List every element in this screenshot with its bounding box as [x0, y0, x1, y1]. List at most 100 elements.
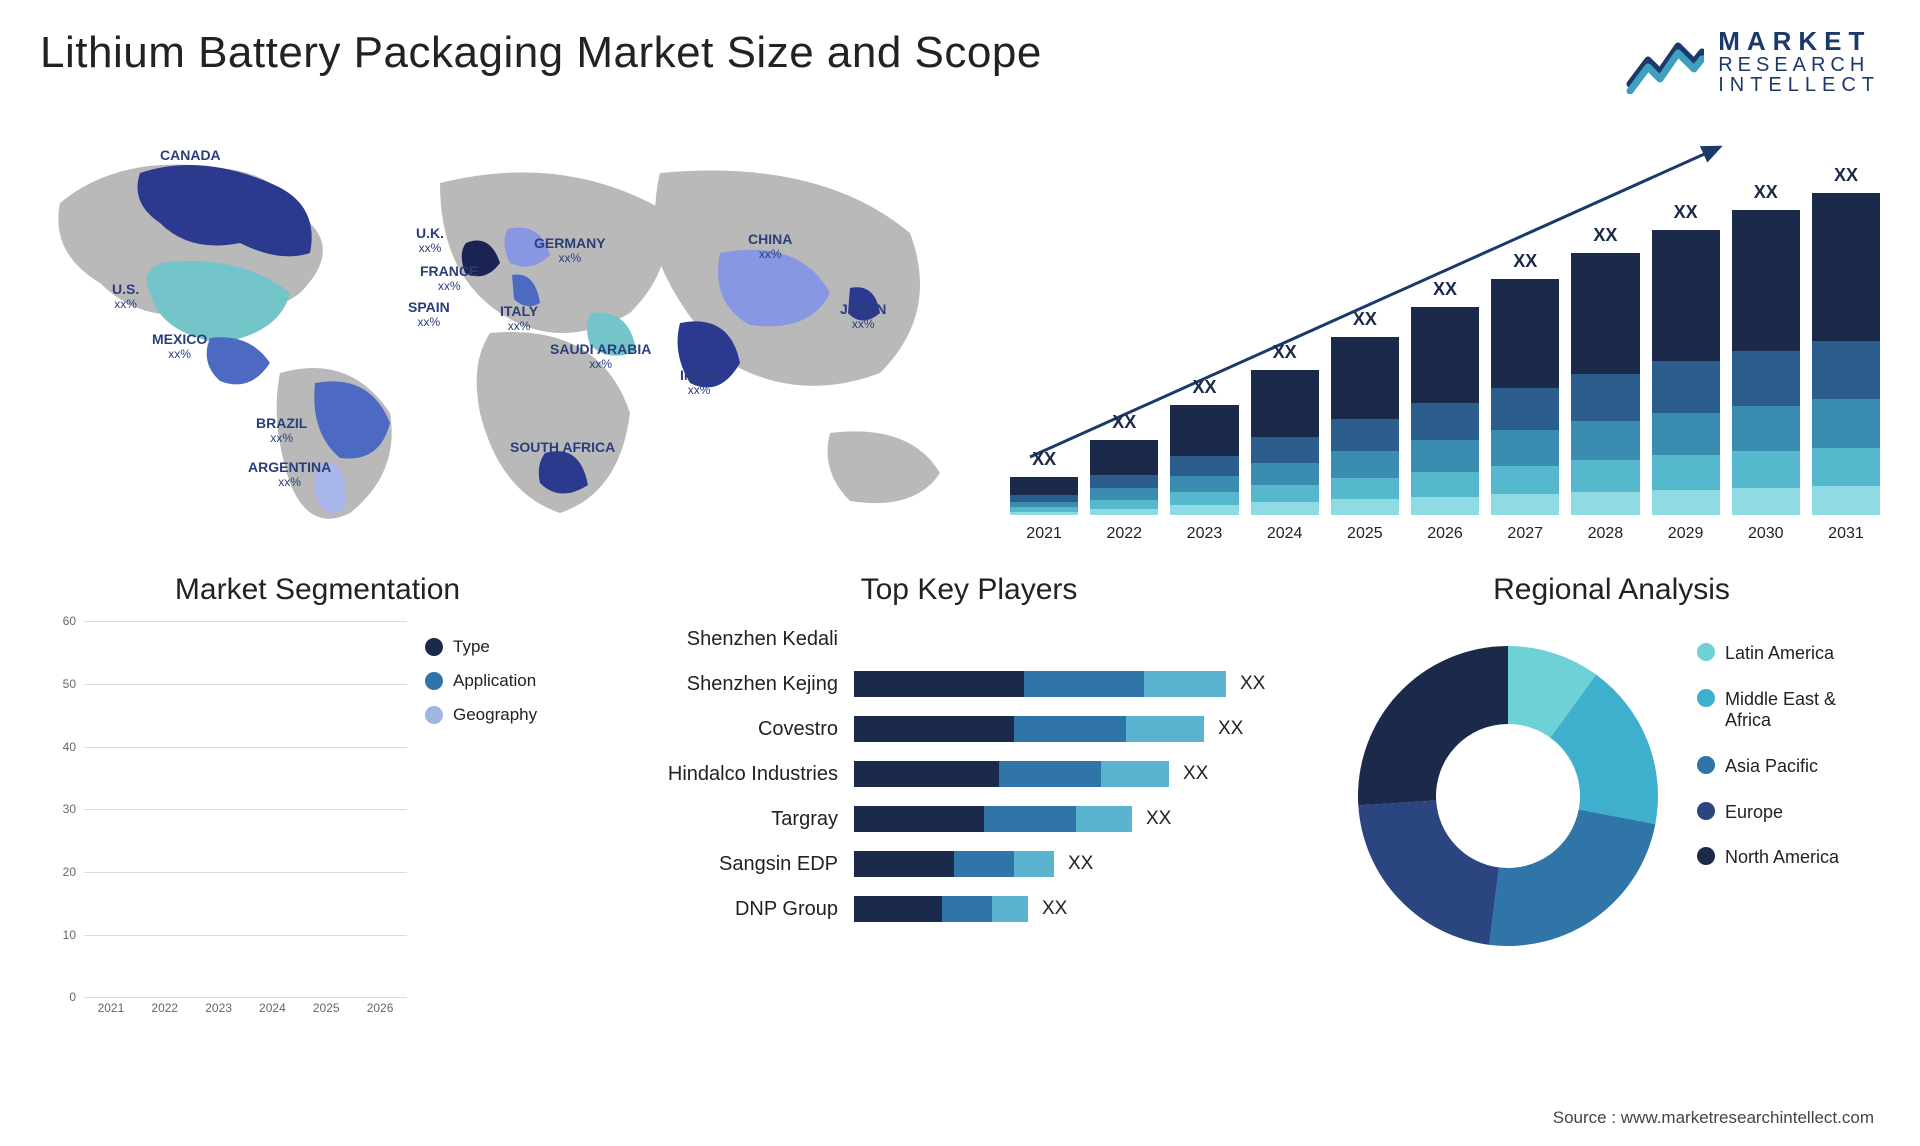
page-title: Lithium Battery Packaging Market Size an… — [40, 28, 1042, 78]
brand-line-1: MARKET — [1718, 28, 1880, 55]
logo-mark-icon — [1626, 30, 1704, 94]
legend-item: Middle East & Africa — [1697, 689, 1880, 732]
world-map-panel: CANADAxx%U.S.xx%MEXICOxx%BRAZILxx%ARGENT… — [40, 113, 970, 543]
player-name: Sangsin EDP — [629, 853, 854, 876]
player-bar — [854, 851, 1054, 877]
x-tick: 2021 — [84, 1001, 138, 1023]
x-tick: 2023 — [192, 1001, 246, 1023]
segmentation-panel: Market Segmentation 0102030405060 202120… — [40, 573, 595, 1023]
x-tick: 2027 — [1491, 525, 1559, 543]
player-bar — [854, 761, 1169, 787]
x-tick: 2029 — [1652, 525, 1720, 543]
donut-segment — [1358, 646, 1508, 805]
donut-segment — [1489, 810, 1655, 947]
map-label: GERMANYxx% — [534, 235, 606, 265]
market-size-bar: XX — [1812, 193, 1880, 515]
legend-item: Asia Pacific — [1697, 756, 1880, 778]
x-tick: 2024 — [1251, 525, 1319, 543]
regional-donut-chart — [1343, 631, 1673, 961]
x-tick: 2025 — [1331, 525, 1399, 543]
player-value: XX — [1240, 673, 1265, 695]
map-label: ITALYxx% — [500, 303, 538, 333]
bar-value-label: XX — [1812, 165, 1880, 186]
x-tick: 2024 — [245, 1001, 299, 1023]
market-size-bar: XX — [1251, 370, 1319, 515]
legend-item: Latin America — [1697, 643, 1880, 665]
x-tick: 2026 — [353, 1001, 407, 1023]
player-value: XX — [1218, 718, 1243, 740]
map-label: CHINAxx% — [748, 231, 792, 261]
brand-logo: MARKET RESEARCH INTELLECT — [1626, 28, 1880, 95]
map-label: CANADAxx% — [160, 147, 221, 177]
y-tick: 10 — [63, 928, 76, 942]
bar-value-label: XX — [1251, 342, 1319, 363]
regional-panel: Regional Analysis Latin America Middle Ea… — [1343, 573, 1880, 1023]
legend-item: North America — [1697, 847, 1880, 869]
market-size-bar: XX — [1732, 210, 1800, 515]
player-row: DNP Group XX — [629, 891, 1309, 927]
segmentation-legend: TypeApplicationGeography — [425, 621, 595, 1023]
player-name: Shenzhen Kedali — [629, 628, 854, 651]
bar-value-label: XX — [1732, 182, 1800, 203]
player-bar — [854, 671, 1226, 697]
source-attribution: Source : www.marketresearchintellect.com — [1553, 1108, 1874, 1128]
player-name: Hindalco Industries — [629, 763, 854, 786]
donut-segment — [1358, 801, 1499, 945]
map-label: MEXICOxx% — [152, 331, 207, 361]
bar-value-label: XX — [1010, 449, 1078, 470]
player-bar — [854, 896, 1028, 922]
map-label: SPAINxx% — [408, 299, 450, 329]
bar-value-label: XX — [1170, 377, 1238, 398]
x-tick: 2023 — [1170, 525, 1238, 543]
player-value: XX — [1183, 763, 1208, 785]
player-value: XX — [1068, 853, 1093, 875]
player-row: CovestroXX — [629, 711, 1309, 747]
player-row: Shenzhen Kedali — [629, 621, 1309, 657]
player-row: Sangsin EDP XX — [629, 846, 1309, 882]
market-size-bar: XX — [1411, 307, 1479, 515]
bar-value-label: XX — [1331, 309, 1399, 330]
legend-item: Europe — [1697, 802, 1880, 824]
map-label: ARGENTINAxx% — [248, 459, 331, 489]
x-tick: 2028 — [1571, 525, 1639, 543]
map-label: SOUTH AFRICAxx% — [510, 439, 615, 469]
market-size-bar: XX — [1170, 405, 1238, 515]
player-row: Shenzhen Kejing XX — [629, 666, 1309, 702]
regional-legend: Latin America Middle East & Africa Asia Pa… — [1697, 621, 1880, 893]
y-tick: 20 — [63, 865, 76, 879]
market-size-bar: XX — [1571, 253, 1639, 515]
player-row: TargrayXX — [629, 801, 1309, 837]
map-label: INDIAxx% — [680, 367, 718, 397]
map-label: SAUDI ARABIAxx% — [550, 341, 651, 371]
market-size-panel: XXXXXXXXXXXXXXXXXXXXXX 20212022202320242… — [1010, 113, 1880, 543]
map-label: JAPANxx% — [840, 301, 886, 331]
y-tick: 0 — [69, 990, 76, 1004]
market-size-bar: XX — [1652, 230, 1720, 515]
player-bar — [854, 806, 1132, 832]
market-size-bar: XX — [1491, 279, 1559, 515]
region-mexico — [207, 338, 270, 385]
bar-value-label: XX — [1090, 412, 1158, 433]
x-tick: 2021 — [1010, 525, 1078, 543]
map-label: U.S.xx% — [112, 281, 139, 311]
market-size-bar: XX — [1090, 440, 1158, 515]
market-size-bar: XX — [1331, 337, 1399, 515]
bar-value-label: XX — [1411, 279, 1479, 300]
bar-value-label: XX — [1652, 202, 1720, 223]
brand-line-3: INTELLECT — [1718, 75, 1880, 95]
x-tick: 2026 — [1411, 525, 1479, 543]
player-name: Shenzhen Kejing — [629, 673, 854, 696]
key-players-title: Top Key Players — [629, 573, 1309, 607]
regional-title: Regional Analysis — [1343, 573, 1880, 607]
player-name: DNP Group — [629, 898, 854, 921]
y-tick: 30 — [63, 802, 76, 816]
x-tick: 2030 — [1732, 525, 1800, 543]
player-value: XX — [1042, 898, 1067, 920]
legend-item: Geography — [425, 705, 595, 725]
key-players-panel: Top Key Players Shenzhen Kedali Shenzhen … — [629, 573, 1309, 1023]
bar-value-label: XX — [1571, 225, 1639, 246]
legend-item: Application — [425, 671, 595, 691]
x-tick: 2022 — [1090, 525, 1158, 543]
bar-value-label: XX — [1491, 251, 1559, 272]
x-tick: 2022 — [138, 1001, 192, 1023]
